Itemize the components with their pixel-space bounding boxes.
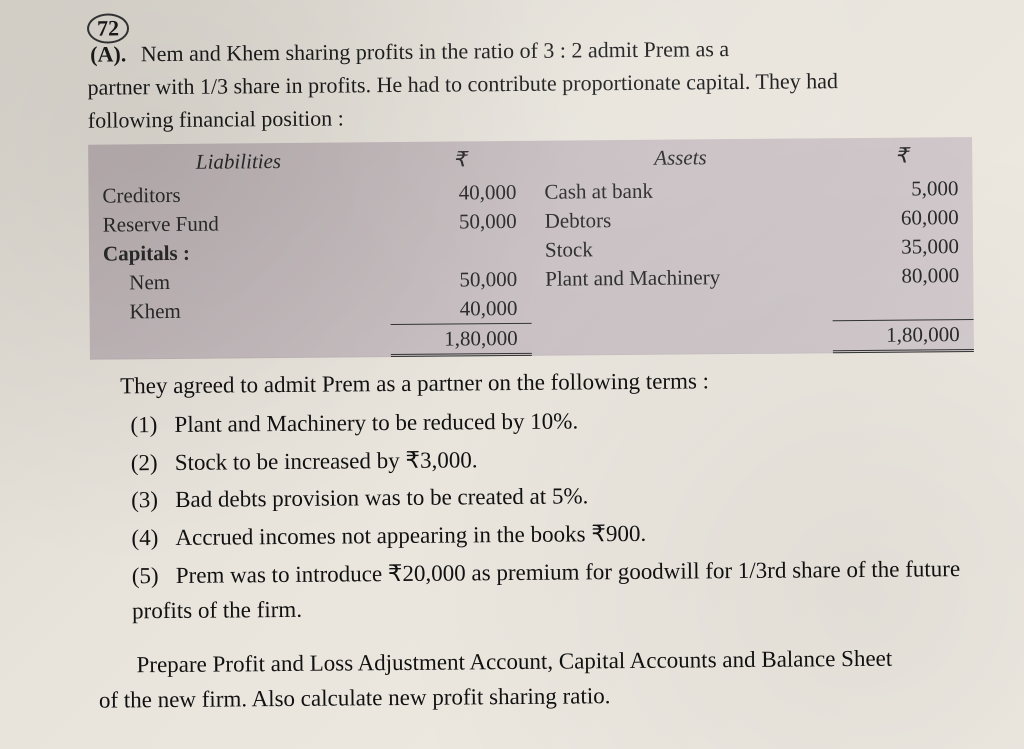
- asset-label: Stock: [531, 233, 832, 265]
- question-intro: 72 (A). Nem and Khem sharing profits in …: [87, 6, 972, 137]
- list-item: (4)Accrued incomes not appearing in the …: [131, 513, 975, 556]
- intro-line-1: Nem and Khem sharing profits in the rati…: [141, 36, 730, 66]
- document-page: 72 (A). Nem and Khem sharing profits in …: [0, 0, 1024, 740]
- term-text: Accrued incomes not appearing in the boo…: [175, 521, 646, 550]
- asset-label: Cash at bank: [530, 175, 831, 207]
- asset-amount: [832, 290, 974, 321]
- asset-amount: 5,000: [831, 174, 973, 204]
- term-text: Prem was to introduce ₹20,000 as premium…: [132, 556, 960, 624]
- term-number: (1): [130, 407, 174, 443]
- total-blank: [90, 325, 391, 359]
- term-text: Stock to be increased by ₹3,000.: [175, 447, 478, 475]
- header-liabilities: Liabilities: [88, 142, 389, 182]
- liability-amount: 40,000: [389, 178, 531, 208]
- liability-amount: 50,000: [390, 265, 532, 295]
- term-number: (4): [131, 520, 175, 556]
- list-item: (2)Stock to be increased by ₹3,000.: [131, 438, 975, 481]
- list-item: (1)Plant and Machinery to be reduced by …: [130, 400, 974, 443]
- closing-instructions: Prepare Profit and Loss Adjustment Accou…: [98, 640, 977, 719]
- liability-label: Capitals :: [89, 237, 390, 269]
- liability-amount: 40,000: [390, 294, 532, 325]
- question-number: 72 (A).: [87, 13, 129, 43]
- liability-label: Reserve Fund: [89, 208, 390, 240]
- asset-amount: 60,000: [831, 203, 973, 233]
- closing-line-1: Prepare Profit and Loss Adjustment Accou…: [98, 640, 976, 683]
- term-number: (2): [131, 445, 175, 481]
- liability-amount: 50,000: [389, 207, 531, 237]
- assets-total: 1,80,000: [832, 319, 974, 351]
- term-number: (5): [132, 558, 176, 594]
- intro-line-3: following financial position :: [88, 105, 344, 132]
- liabilities-total: 1,80,000: [390, 323, 532, 355]
- balance-sheet-table: Liabilities ₹ Assets ₹ Creditors40,000Ca…: [88, 137, 974, 360]
- asset-label: Debtors: [531, 204, 832, 236]
- term-number: (3): [131, 482, 175, 518]
- list-item: (5)Prem was to introduce ₹20,000 as prem…: [132, 551, 977, 630]
- asset-amount: 80,000: [832, 261, 974, 291]
- header-rs-right: ₹: [831, 137, 973, 175]
- term-text: Plant and Machinery to be reduced by 10%…: [174, 408, 578, 437]
- terms-list: (1)Plant and Machinery to be reduced by …: [130, 400, 976, 629]
- asset-amount: 35,000: [831, 232, 973, 262]
- asset-label: [531, 291, 832, 323]
- intro-line-2: partner with 1/3 share in profits. He ha…: [87, 68, 838, 100]
- header-assets: Assets: [530, 138, 831, 178]
- totals-row: 1,80,000 1,80,000: [90, 319, 974, 358]
- liability-label: Creditors: [88, 179, 389, 211]
- liability-label: Khem: [89, 295, 390, 327]
- closing-line-2: of the new firm. Also calculate new prof…: [99, 684, 611, 713]
- asset-label: Plant and Machinery: [531, 262, 832, 294]
- list-item: (3)Bad debts provision was to be created…: [131, 475, 975, 518]
- liability-label: Nem: [89, 266, 390, 298]
- total-blank: [532, 321, 833, 355]
- terms-intro: They agreed to admit Prem as a partner o…: [120, 366, 974, 399]
- term-text: Bad debts provision was to be created at…: [175, 484, 588, 513]
- liability-amount: [389, 236, 531, 266]
- header-rs-left: ₹: [389, 141, 531, 179]
